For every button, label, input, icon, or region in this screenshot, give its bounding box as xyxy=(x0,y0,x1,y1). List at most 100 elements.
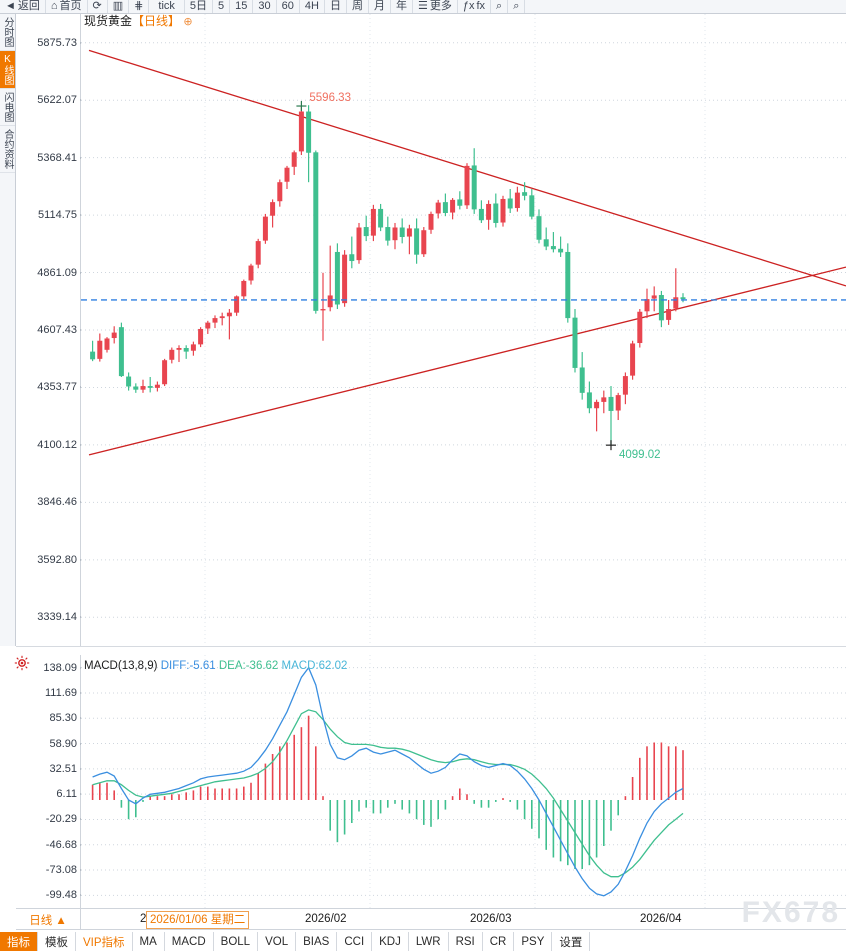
toolbar-button-周[interactable]: 周 xyxy=(347,0,369,13)
chart-title: 现货黄金【日线】 ⊕ xyxy=(84,14,193,29)
toolbar-label: 30 xyxy=(258,0,271,12)
left-rail: 分时图 K线图闪电图合约资料 xyxy=(0,14,16,646)
indicator-button-BIAS[interactable]: BIAS xyxy=(296,932,338,951)
sun-settings-icon[interactable] xyxy=(14,655,30,671)
indicator-button-LWR[interactable]: LWR xyxy=(409,932,449,951)
toolbar-button-15[interactable]: 15 xyxy=(230,0,254,13)
zoom-out-icon[interactable]: ⌕ xyxy=(491,0,509,13)
date-axis: 日线 ▲ 2026/012026/022026/032026/042026/01… xyxy=(16,908,846,930)
toolbar-label: fx xyxy=(476,0,486,12)
toolbar-button-tick[interactable]: tick xyxy=(149,0,185,13)
indicator-button-MA[interactable]: MA xyxy=(133,932,165,951)
macd-axis-tick: 58.90 xyxy=(49,737,77,750)
price-axis-tick: 5368.41 xyxy=(37,151,77,164)
toolbar-label: 周 xyxy=(351,0,363,12)
indicator-button-指标[interactable]: 指标 xyxy=(0,932,38,951)
toolbar-label: 首页 xyxy=(59,0,82,12)
top-toolbar: ◄ 返回 ⌂ 首页 ⟳ ▥ ⋕ tick 5日 5 15 30 60 4H 日周月年 ☰ 更多 ƒx fx ⌕ ⌕ xyxy=(0,0,846,14)
toolbar-label: 月 xyxy=(373,0,385,12)
indicator-button-MACD[interactable]: MACD xyxy=(165,932,214,951)
date-tooltip: 2026/01/06 星期二 xyxy=(146,911,250,929)
rail-item-label: 闪电图 xyxy=(2,92,13,122)
indicator-button-CCI[interactable]: CCI xyxy=(337,932,373,951)
indicator-button-VIP指标[interactable]: VIP指标 xyxy=(76,932,133,951)
high-price-label: 5596.33 xyxy=(309,92,351,105)
price-axis-tick: 3846.46 xyxy=(37,496,77,509)
indicator-button-KDJ[interactable]: KDJ xyxy=(372,932,409,951)
menu-icon[interactable]: ☰ 更多 xyxy=(413,0,458,13)
candlestick-chart xyxy=(81,14,846,646)
price-axis-tick: 4861.09 xyxy=(37,266,77,279)
indicator-button-设置[interactable]: 设置 xyxy=(552,932,591,951)
macd-axis-tick: 32.51 xyxy=(49,762,77,775)
rail-item-1[interactable]: K线图 xyxy=(0,51,15,89)
indicator-button-模板[interactable]: 模板 xyxy=(38,932,76,951)
zoom-out-icon: ⌕ xyxy=(496,0,503,12)
chart-period: 【日线】 xyxy=(132,14,181,28)
macd-axis-tick: -73.08 xyxy=(45,864,77,877)
toolbar-label: 年 xyxy=(395,0,407,12)
bar-chart-icon[interactable]: ▥ xyxy=(108,0,130,13)
macd-pane[interactable] xyxy=(81,655,846,908)
candles-icon[interactable]: ⋕ xyxy=(129,0,150,13)
indicator-toolbar: 指标 模板 VIP指标 MA MACD BOLL VOL BIAS CCI KDJ LWR RSI CR… xyxy=(0,931,846,951)
toolbar-button-60[interactable]: 60 xyxy=(277,0,300,13)
toolbar-button-4H[interactable]: 4H xyxy=(300,0,325,13)
toolbar-button-月[interactable]: 月 xyxy=(369,0,391,13)
rail-item-0[interactable]: 分时图 xyxy=(0,14,15,51)
rail-item-2[interactable]: 闪电图 xyxy=(0,89,15,126)
price-axis-tick: 4100.12 xyxy=(37,438,77,451)
indicator-button-VOL[interactable]: VOL xyxy=(258,932,297,951)
indicator-button-BOLL[interactable]: BOLL xyxy=(214,932,259,951)
chart-symbol: 现货黄金 xyxy=(84,14,133,28)
toolbar-button-日[interactable]: 日 xyxy=(325,0,347,13)
macd-axis-tick: -20.29 xyxy=(45,813,77,826)
pane-divider xyxy=(16,646,846,655)
date-axis-tick: 2026/03 xyxy=(470,913,512,925)
indicator-button-CR[interactable]: CR xyxy=(483,932,515,951)
bar-chart-icon: ▥ xyxy=(112,0,124,12)
indicator-button-RSI[interactable]: RSI xyxy=(449,932,483,951)
toolbar-button-5日[interactable]: 5日 xyxy=(185,0,214,13)
fx-icon[interactable]: ƒx fx xyxy=(458,0,492,13)
macd-axis-tick: 111.69 xyxy=(44,686,77,699)
macd-dea-value: DEA:-36.62 xyxy=(218,660,279,672)
date-axis-tick: 2026/04 xyxy=(640,913,682,925)
macd-axis-tick: -46.68 xyxy=(45,838,77,851)
indicator-button-PSY[interactable]: PSY xyxy=(514,932,553,951)
macd-axis-tick: 85.30 xyxy=(49,712,77,725)
home-icon: ⌂ xyxy=(50,0,58,12)
rail-item-label: 分时图 xyxy=(2,17,13,47)
home-icon[interactable]: ⌂ 首页 xyxy=(46,0,88,13)
price-axis-tick: 5622.07 xyxy=(37,94,77,107)
collapse-circle-icon[interactable]: ⊕ xyxy=(183,16,193,28)
watermark: FX678 xyxy=(741,896,840,929)
price-chart-pane[interactable]: 5596.33 4099.02 xyxy=(81,14,846,646)
toolbar-label: 15 xyxy=(235,0,248,12)
date-axis-tick: 2026/02 xyxy=(305,913,347,925)
toolbar-button-30[interactable]: 30 xyxy=(253,0,277,13)
price-axis-tick: 5875.73 xyxy=(37,36,77,49)
indicator-bar-filler xyxy=(590,932,846,951)
zoom-in-icon[interactable]: ⌕ xyxy=(508,0,526,13)
macd-header: MACD(13,8,9) DIFF:-5.61 DEA:-36.62 MACD:… xyxy=(84,659,347,673)
back-arrow-icon[interactable]: ◄ 返回 xyxy=(0,0,46,13)
price-axis: 5875.73 5622.07 5368.41 5114.75 4861.09 4607.… xyxy=(16,14,84,646)
toolbar-label: 5日 xyxy=(189,0,208,12)
macd-axis-tick: -99.48 xyxy=(45,889,77,902)
menu-icon: ☰ xyxy=(417,0,428,12)
price-axis-tick: 5114.75 xyxy=(38,209,77,222)
macd-chart xyxy=(81,655,846,908)
candles-icon: ⋕ xyxy=(134,0,144,12)
rail-item-3[interactable]: 合约资料 xyxy=(0,126,15,173)
price-axis-tick: 4353.77 xyxy=(37,381,77,394)
price-axis-tick: 4607.43 xyxy=(37,324,77,336)
period-selector-button[interactable]: 日线 ▲ xyxy=(16,909,81,930)
toolbar-label: tick xyxy=(158,0,175,12)
toolbar-label: 返回 xyxy=(17,0,40,12)
toolbar-button-5[interactable]: 5 xyxy=(213,0,231,13)
toolbar-label: 5 xyxy=(218,0,225,12)
toolbar-button-年[interactable]: 年 xyxy=(391,0,413,13)
fx-icon: ƒx xyxy=(462,0,475,12)
refresh-icon[interactable]: ⟳ xyxy=(88,0,108,13)
